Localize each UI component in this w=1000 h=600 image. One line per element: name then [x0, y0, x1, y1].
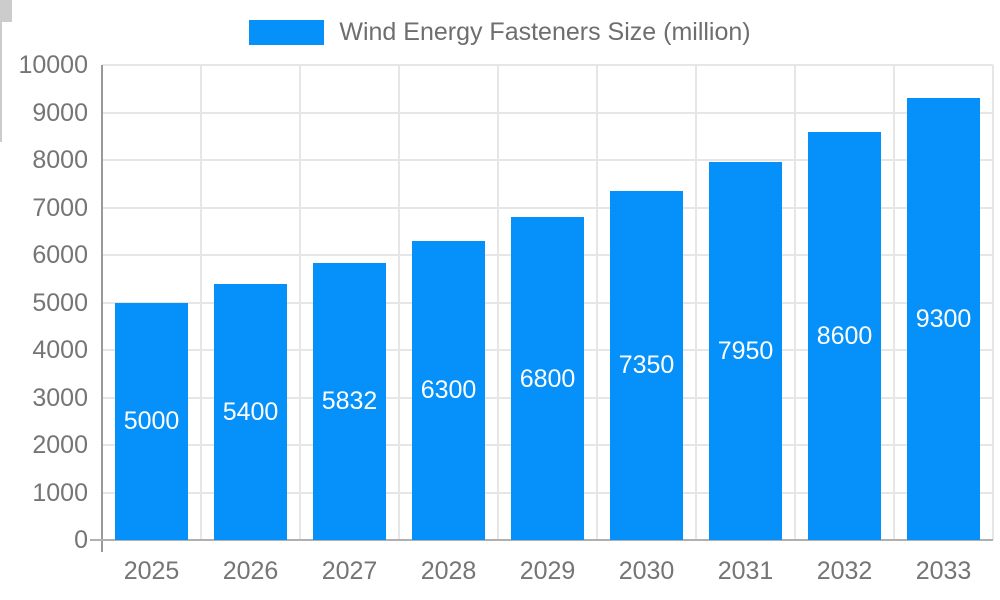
x-axis-tick	[0, 70, 2, 82]
y-axis-tick	[0, 12, 12, 14]
y-axis-label: 2000	[32, 431, 88, 459]
gridline-vertical	[497, 65, 499, 540]
y-axis-label: 6000	[32, 241, 88, 269]
x-axis-tick	[0, 82, 2, 94]
gridline-vertical	[992, 65, 994, 540]
y-axis-tick	[0, 6, 12, 8]
gridline-horizontal	[102, 159, 993, 161]
x-axis-label: 2030	[618, 557, 675, 585]
bar[interactable]	[709, 162, 782, 540]
y-axis-tick	[0, 16, 12, 18]
y-axis-label: 1000	[32, 478, 88, 507]
x-axis-tick	[0, 106, 2, 118]
y-axis-line	[101, 65, 103, 552]
y-axis-tick	[0, 2, 12, 4]
y-axis-tick	[0, 20, 12, 22]
bar[interactable]	[610, 190, 683, 540]
x-axis-label: 2031	[717, 557, 774, 585]
x-axis-tick	[0, 22, 2, 34]
y-axis-label: 0	[74, 526, 88, 554]
y-axis-tick	[0, 8, 12, 10]
y-axis-label: 10000	[18, 51, 88, 79]
bar[interactable]	[115, 302, 188, 540]
y-axis-label: 9000	[32, 98, 88, 127]
x-axis-label: 2026	[222, 557, 279, 585]
x-axis-label: 2027	[321, 557, 378, 585]
gridline-vertical	[893, 65, 895, 540]
y-axis-label: 4000	[32, 336, 88, 364]
x-axis-tick	[0, 34, 2, 46]
legend-label[interactable]: Wind Energy Fasteners Size (million)	[339, 17, 751, 46]
legend-swatch[interactable]	[249, 19, 325, 45]
x-axis-tick	[0, 46, 2, 58]
x-axis-label: 2032	[816, 557, 873, 585]
bar[interactable]	[808, 131, 881, 540]
x-axis-label: 2029	[519, 557, 576, 585]
gridline-horizontal	[102, 64, 993, 66]
y-axis-label: 7000	[32, 193, 88, 222]
gridline-vertical	[794, 65, 796, 540]
gridline-horizontal	[102, 206, 993, 209]
gridline-vertical	[299, 65, 301, 540]
bar[interactable]	[511, 217, 584, 540]
gridline-vertical	[398, 65, 400, 540]
bar[interactable]	[412, 240, 485, 540]
x-axis-tick	[0, 94, 2, 106]
gridline-vertical	[596, 65, 598, 540]
x-axis-label: 2028	[420, 557, 477, 585]
x-axis-label: 2025	[123, 557, 180, 585]
bar[interactable]	[214, 283, 287, 540]
y-axis-label: 3000	[32, 383, 88, 412]
y-axis-tick	[0, 10, 12, 12]
bar[interactable]	[313, 262, 386, 540]
gridline-vertical	[695, 65, 697, 540]
y-axis-label: 8000	[32, 146, 88, 174]
x-axis-line	[90, 539, 993, 541]
x-axis-tick	[0, 58, 2, 70]
legend[interactable]: Wind Energy Fasteners Size (million)	[0, 17, 1000, 47]
x-axis-tick	[0, 130, 2, 142]
y-axis-tick	[0, 0, 12, 2]
y-axis-tick	[0, 18, 12, 20]
y-axis-label: 5000	[32, 288, 88, 317]
y-axis-tick	[0, 4, 12, 6]
x-axis-label: 2033	[915, 557, 972, 585]
gridline-horizontal	[102, 111, 993, 114]
bar[interactable]	[907, 98, 980, 540]
x-axis-tick	[0, 118, 2, 130]
y-axis-tick	[0, 14, 12, 16]
gridline-vertical	[200, 65, 202, 540]
